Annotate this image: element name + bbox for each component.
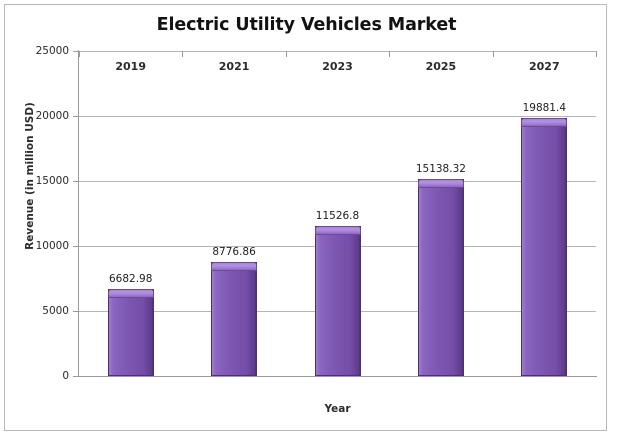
x-axis-title: Year <box>324 403 351 415</box>
gridline <box>79 181 596 182</box>
x-axis-tick <box>79 51 80 57</box>
bar[interactable] <box>521 117 568 376</box>
bar-body <box>107 289 154 376</box>
bar-value-label: 19881.4 <box>522 101 566 114</box>
bar-top-cap <box>314 226 361 236</box>
y-axis-tick <box>73 246 79 247</box>
bar-body <box>417 179 464 376</box>
x-axis-tick-label: 2023 <box>322 60 353 73</box>
bar-value-label: 11526.8 <box>315 210 360 223</box>
bar-body <box>211 261 258 376</box>
bar-top-cap <box>417 179 464 189</box>
bar-top-cap <box>211 261 258 271</box>
x-axis-tick-label: 2021 <box>218 60 250 73</box>
x-axis-tick <box>389 51 391 57</box>
x-axis-tick <box>182 51 184 57</box>
x-axis-tick-label: 2027 <box>528 60 560 73</box>
bar-value-label: 8776.86 <box>212 245 256 258</box>
y-axis-tick-label: 25000 <box>35 45 69 57</box>
y-axis-line <box>78 50 79 377</box>
y-axis-tick-label: 0 <box>62 370 69 382</box>
bar[interactable] <box>417 179 464 376</box>
bar[interactable] <box>314 226 361 376</box>
bar-body <box>314 226 361 376</box>
bar-value-label: 15138.32 <box>415 163 466 176</box>
x-axis-line <box>78 376 597 377</box>
y-axis-tick-label: 20000 <box>35 110 69 122</box>
x-axis-tick <box>596 51 597 57</box>
x-axis-tick-label: 2025 <box>425 60 457 73</box>
y-axis-tick-label: 15000 <box>35 175 69 187</box>
chart-frame: Electric Utility Vehicles Market Revenue… <box>4 4 607 431</box>
bar[interactable] <box>107 289 154 376</box>
y-axis-tick <box>73 116 79 117</box>
bar-value-label: 6682.98 <box>108 273 153 286</box>
bar-top-cap <box>521 117 568 127</box>
gridline <box>79 51 596 52</box>
y-axis-tick <box>73 51 79 52</box>
x-axis-tick <box>285 51 287 57</box>
y-axis-tick-label: 5000 <box>42 305 69 317</box>
y-axis-tick <box>73 376 79 377</box>
y-axis-tick <box>73 181 79 182</box>
gridline <box>79 116 596 117</box>
y-axis-tick <box>73 311 79 312</box>
plot-area: 0 5000 10000 15000 20000 25000 2019 2021 2023 20… <box>36 45 597 382</box>
y-axis-tick-label: 10000 <box>35 240 69 252</box>
x-axis-tick <box>492 51 494 57</box>
chart-title: Electric Utility Vehicles Market <box>156 15 457 35</box>
bar-top-cap <box>107 289 154 299</box>
bar[interactable] <box>211 261 258 376</box>
x-axis-tick-label: 2019 <box>115 60 146 73</box>
bar-body <box>521 117 568 376</box>
